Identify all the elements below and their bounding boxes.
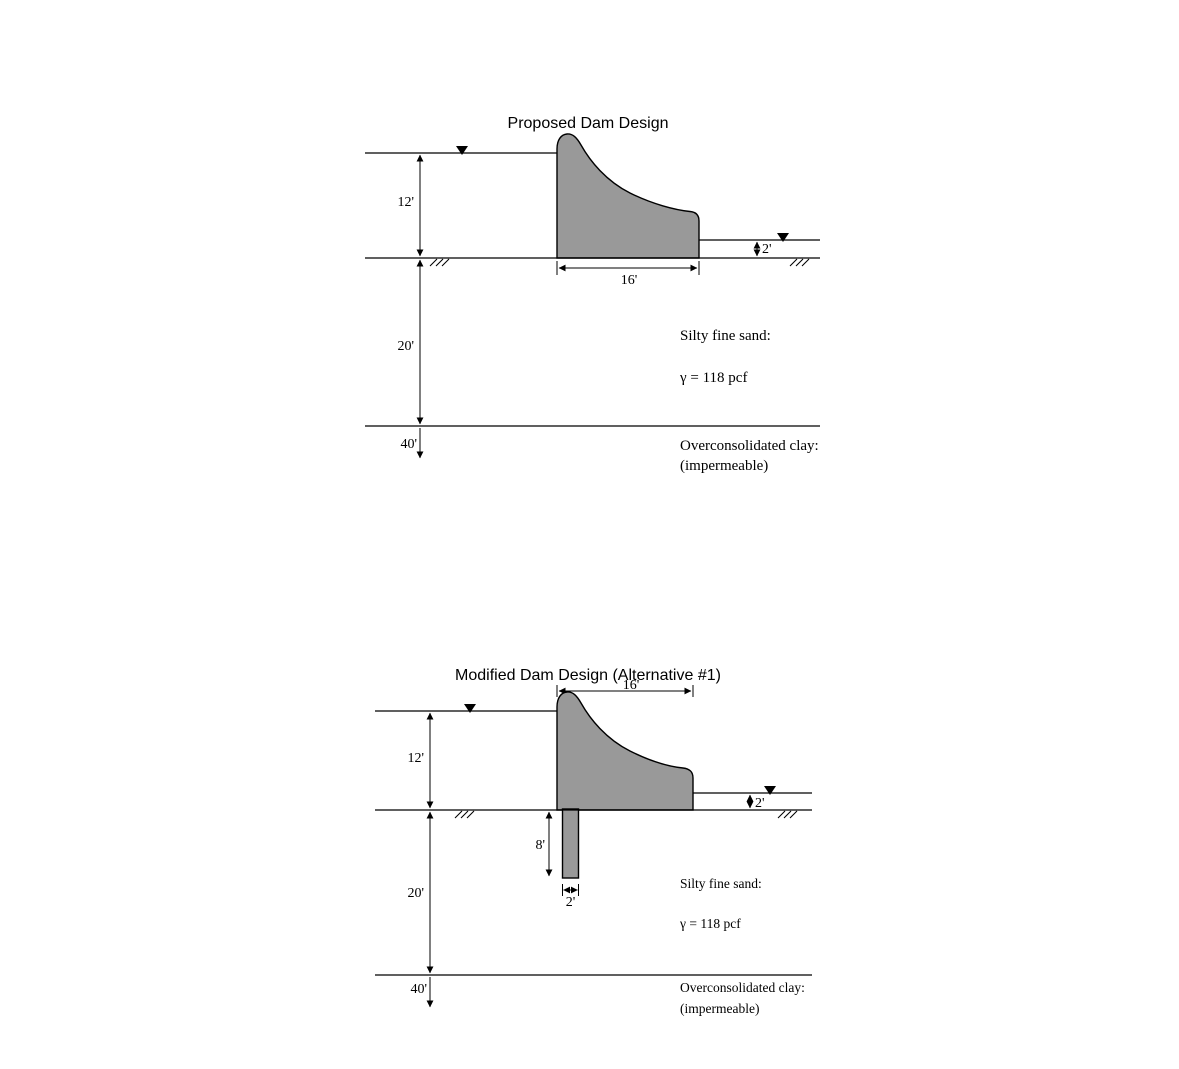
proposed-dim16-label: 16' — [621, 273, 638, 288]
modified-dam-diagram: Modified Dam Design (Alternative #1) 16' — [375, 667, 812, 1016]
modified-upstream-water-level-icon — [464, 704, 476, 713]
proposed-sand-gamma-label: γ = 118 pcf — [679, 370, 747, 386]
proposed-title: Proposed Dam Design — [508, 115, 669, 132]
modified-sand-label: Silty fine sand: — [680, 876, 762, 891]
modified-dim12-label: 12' — [407, 751, 424, 766]
proposed-upstream-water-level-icon — [456, 146, 468, 155]
modified-dim40-label: 40' — [410, 982, 427, 997]
modified-dim16-label: 16' — [623, 678, 640, 693]
modified-title: Modified Dam Design (Alternative #1) — [455, 667, 721, 684]
modified-dim2-label: 2' — [755, 796, 765, 811]
modified-left-hatch-icon — [454, 810, 475, 819]
proposed-dim20-label: 20' — [397, 339, 414, 354]
proposed-dam-diagram: Proposed Dam Design 12' 20' 40' — [365, 115, 820, 474]
modified-right-hatch-icon — [777, 810, 798, 819]
modified-clay-label: Overconsolidated clay: — [680, 980, 805, 995]
proposed-dim40-label: 40' — [400, 437, 417, 452]
proposed-dam-body — [556, 133, 700, 259]
proposed-sand-label: Silty fine sand: — [680, 328, 771, 344]
modified-downstream-water-level-icon — [764, 786, 776, 795]
proposed-left-hatch-icon — [429, 258, 450, 267]
modified-dim2wall-label: 2' — [566, 895, 576, 910]
modified-cutoff-wall — [561, 808, 580, 879]
proposed-clay-note: (impermeable) — [680, 458, 768, 474]
proposed-right-hatch-icon — [789, 258, 810, 267]
modified-dam-body — [556, 691, 694, 811]
proposed-dim2-label: 2' — [762, 242, 772, 257]
proposed-dim12-label: 12' — [397, 195, 414, 210]
modified-dim8-label: 8' — [535, 838, 545, 853]
proposed-downstream-water-level-icon — [777, 233, 789, 242]
modified-clay-note: (impermeable) — [680, 1001, 759, 1016]
proposed-clay-label: Overconsolidated clay: — [680, 438, 819, 454]
modified-sand-gamma-label: γ = 118 pcf — [679, 916, 741, 931]
modified-dim20-label: 20' — [407, 886, 424, 901]
